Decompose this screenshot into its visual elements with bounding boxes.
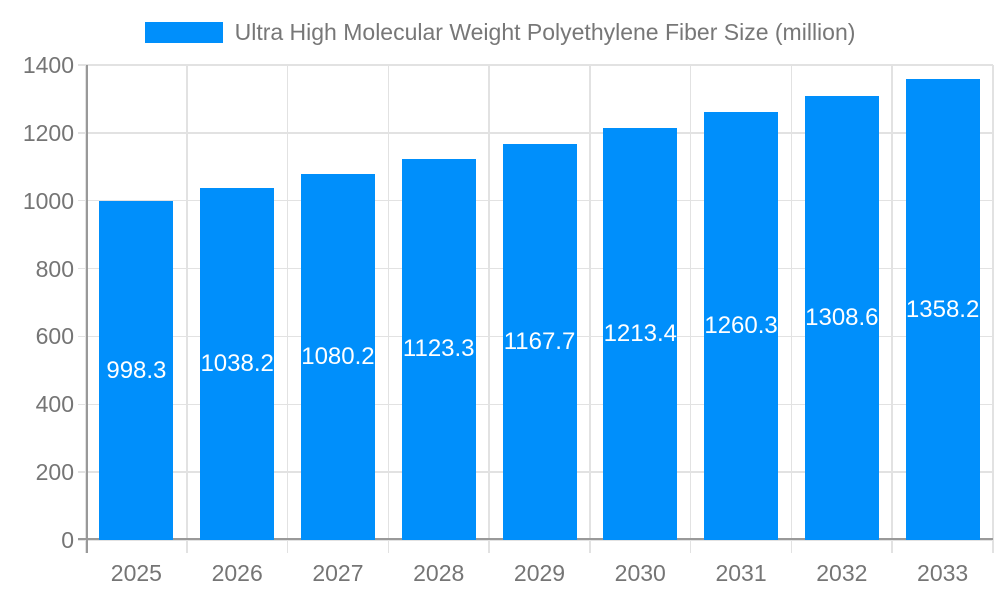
y-tick-label: 600 <box>35 323 74 350</box>
y-tick-label: 0 <box>61 527 74 553</box>
bar-value-label: 1260.3 <box>704 312 778 340</box>
gridline-vertical <box>992 65 994 540</box>
gridline-vertical <box>790 65 793 540</box>
bar-2032[interactable] <box>804 96 879 540</box>
bar-value-label: 998.3 <box>106 356 167 384</box>
y-axis-tick-mark <box>78 471 86 473</box>
y-tick-label: 1000 <box>22 187 74 214</box>
x-axis-tick-labels: 2025 2026 2027 2028 2029 2030 2031 2032 2033 <box>86 560 993 590</box>
x-tick-label: 2033 <box>917 560 969 586</box>
gridline-horizontal <box>86 64 993 66</box>
x-axis-tick-mark <box>589 540 591 553</box>
gridline-vertical <box>387 65 390 540</box>
x-tick-label: 2027 <box>312 560 364 586</box>
gridline-vertical <box>186 65 188 540</box>
y-tick-label: 1200 <box>22 119 74 146</box>
y-axis-tick-mark <box>78 403 86 406</box>
y-tick-label: 400 <box>35 391 74 418</box>
bar-2029[interactable] <box>502 143 577 540</box>
x-tick-label: 2028 <box>413 560 465 586</box>
bar-value-label: 1080.2 <box>301 342 375 370</box>
bar-2030[interactable] <box>603 128 678 540</box>
y-axis-tick-mark <box>78 335 86 338</box>
x-axis-tick-mark <box>992 540 994 553</box>
x-axis-tick-mark <box>891 540 893 553</box>
x-axis-tick-mark <box>387 540 390 553</box>
bar-2033[interactable] <box>905 79 980 540</box>
y-axis-tick-mark <box>78 132 86 134</box>
bar-value-label: 1167.7 <box>503 327 576 355</box>
bar-2025[interactable] <box>99 201 174 540</box>
gridline-vertical <box>286 65 289 540</box>
bar-2031[interactable] <box>704 112 779 540</box>
gridline-vertical <box>488 65 490 540</box>
legend[interactable]: Ultra High Molecular Weight Polyethylene… <box>0 19 1000 45</box>
x-tick-label: 2030 <box>614 560 666 586</box>
x-axis-tick-mark <box>186 540 188 553</box>
y-axis-tick-mark <box>78 539 86 541</box>
legend-swatch-icon <box>144 22 223 43</box>
x-tick-label: 2029 <box>513 560 566 586</box>
x-axis-tick-mark <box>488 540 490 553</box>
gridline-vertical <box>891 65 893 540</box>
x-axis-tick-mark <box>286 540 289 553</box>
y-tick-label: 1400 <box>22 52 74 78</box>
x-tick-label: 2026 <box>211 560 263 586</box>
x-axis-tick-mark <box>689 540 692 553</box>
bar-value-label: 1123.3 <box>402 335 475 363</box>
plot-area: 998.3 1038.2 1080.2 1123.3 1167.7 1213.4 1260.… <box>78 64 994 553</box>
y-tick-label: 800 <box>35 255 74 282</box>
x-axis-tick-mark <box>790 540 793 553</box>
bar-value-label: 1213.4 <box>603 320 677 348</box>
y-axis-tick-labels: 0 200 400 600 800 1000 1200 1400 <box>0 52 74 553</box>
y-axis-tick-mark <box>78 64 86 66</box>
bar-2028[interactable] <box>401 158 476 540</box>
y-tick-label: 200 <box>35 459 74 486</box>
gridline-horizontal <box>86 132 993 134</box>
x-tick-label: 2032 <box>816 560 868 586</box>
bar-value-label: 1308.6 <box>805 304 879 331</box>
bar-value-label: 1358.2 <box>905 295 980 323</box>
bar-2026[interactable] <box>200 187 275 540</box>
gridline-vertical <box>589 65 591 540</box>
y-axis-tick-mark <box>78 199 86 202</box>
y-axis-tick-mark <box>78 267 86 270</box>
x-tick-label: 2031 <box>715 560 767 586</box>
bar-2027[interactable] <box>300 173 375 540</box>
gridline-vertical <box>689 65 692 540</box>
y-axis-line <box>86 65 88 553</box>
legend-label: Ultra High Molecular Weight Polyethylene… <box>234 19 856 45</box>
x-tick-label: 2025 <box>110 560 162 586</box>
gridline-horizontal <box>86 539 993 541</box>
bar-value-label: 1038.2 <box>200 349 274 377</box>
